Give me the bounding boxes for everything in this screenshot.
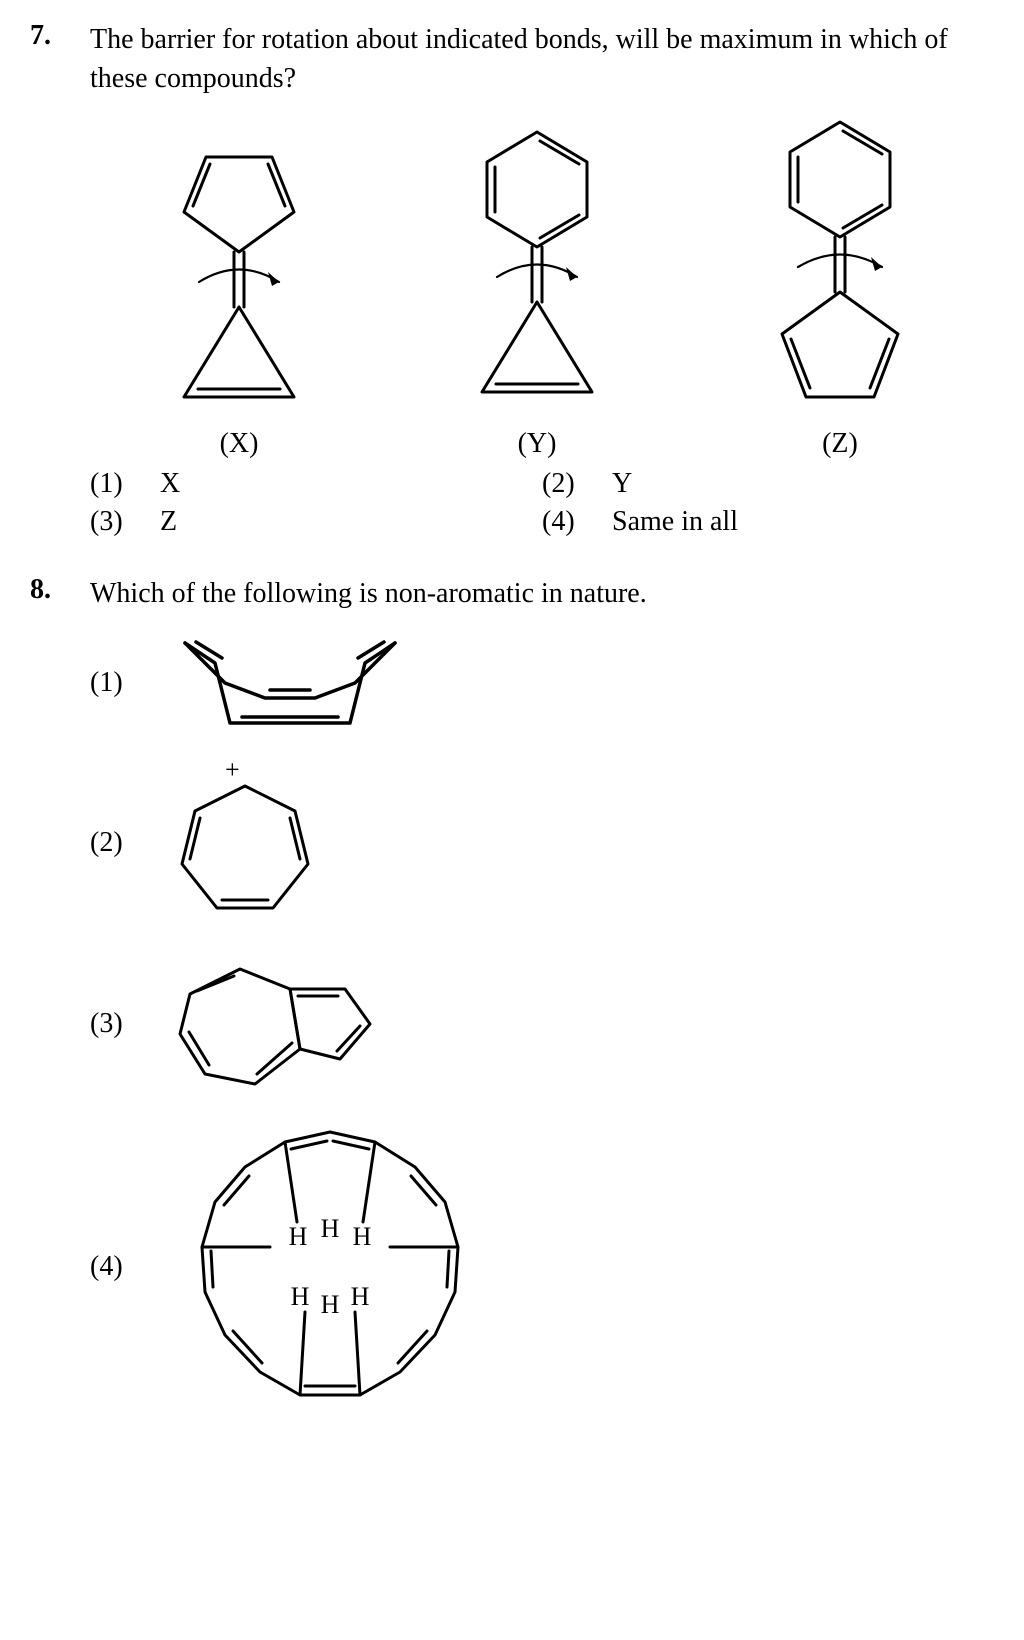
structure-y-label: (Y) — [442, 428, 632, 460]
structure-x-label: (X) — [144, 428, 334, 460]
h-label: H — [321, 1290, 340, 1319]
option-number: (4) — [542, 506, 612, 538]
question-text: The barrier for rotation about indicated… — [90, 20, 994, 98]
q8-options: (1) (2) — [90, 628, 994, 1417]
q7-option-2: (2) Y — [542, 468, 994, 500]
q8-option-4: (4) — [90, 1117, 994, 1417]
h-label: H — [321, 1214, 340, 1243]
h-label: H — [353, 1222, 372, 1251]
question-text: Which of the following is non-aromatic i… — [90, 574, 994, 613]
structure-x: (X) — [144, 142, 334, 460]
q7-option-1: (1) X — [90, 468, 542, 500]
q8-structure-1 — [160, 628, 420, 738]
q7-options: (1) X (2) Y (3) Z (4) Same in all — [90, 468, 994, 538]
h-label: H — [291, 1282, 310, 1311]
q8-structure-3 — [160, 949, 390, 1099]
q8-option-1: (1) — [90, 628, 994, 738]
h-label: H — [351, 1282, 370, 1311]
option-number: (1) — [90, 468, 160, 500]
q7-option-4: (4) Same in all — [542, 506, 994, 538]
option-number: (3) — [90, 1008, 160, 1040]
question-body: Which of the following is non-aromatic i… — [90, 574, 994, 1434]
structure-z-svg — [740, 112, 940, 422]
option-number: (3) — [90, 506, 160, 538]
structure-z-label: (Z) — [740, 428, 940, 460]
structures-row: (X) — [90, 112, 994, 460]
option-text: Z — [160, 506, 177, 538]
q8-option-2: (2) + — [90, 756, 994, 931]
option-text: Y — [612, 468, 632, 500]
q8-option-3: (3) — [90, 949, 994, 1099]
q8-structure-2: + — [160, 756, 330, 931]
option-text: Same in all — [612, 506, 738, 538]
q7-option-3: (3) Z — [90, 506, 542, 538]
option-number: (2) — [542, 468, 612, 500]
question-8: 8. Which of the following is non-aromati… — [30, 574, 994, 1434]
question-number: 7. — [30, 20, 90, 538]
option-number: (4) — [90, 1251, 160, 1283]
structure-z: (Z) — [740, 112, 940, 460]
structure-y-svg — [442, 122, 632, 422]
option-text: X — [160, 468, 180, 500]
option-number: (2) — [90, 827, 160, 859]
h-label: H — [289, 1222, 308, 1251]
structure-y: (Y) — [442, 122, 632, 460]
structure-x-svg — [144, 142, 334, 422]
question-7: 7. The barrier for rotation about indica… — [30, 20, 994, 538]
charge-label: + — [225, 756, 240, 784]
option-number: (1) — [90, 667, 160, 699]
question-body: The barrier for rotation about indicated… — [90, 20, 994, 538]
q8-structure-4: H H H H H H — [160, 1117, 500, 1417]
question-number: 8. — [30, 574, 90, 1434]
